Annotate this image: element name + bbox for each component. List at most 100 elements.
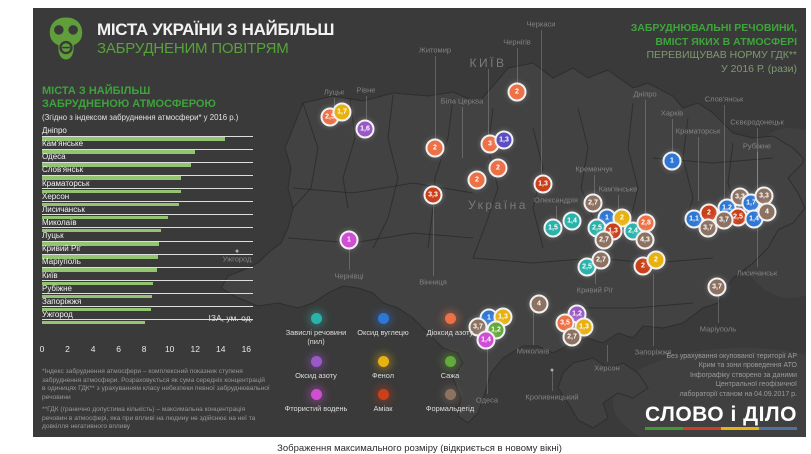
label-dot bbox=[235, 249, 239, 253]
map-overlay: Житомир Черкаси Чернігів КИЇВ Біла Церква Луц… bbox=[33, 8, 806, 437]
legend-label: Оксид вуглецю bbox=[357, 328, 409, 337]
label-leader-line bbox=[618, 195, 619, 211]
axis-tick: 12 bbox=[190, 344, 200, 354]
bar bbox=[42, 150, 196, 154]
pollutant-marker: 2 bbox=[467, 170, 487, 190]
bar-row: Херсон bbox=[42, 192, 253, 207]
bar-row: Запоріжжя bbox=[42, 297, 253, 312]
logo-stripe-segment bbox=[720, 427, 759, 430]
pollutant-marker: 2,7 bbox=[591, 250, 611, 270]
city-label: Харків bbox=[660, 108, 684, 118]
city-label: Вінниця bbox=[419, 277, 447, 287]
label-leader-line bbox=[556, 206, 557, 220]
city-label: Україна bbox=[468, 198, 528, 212]
bar-underline bbox=[42, 319, 253, 321]
right-header: ЗАБРУДНЮВАЛЬНІ РЕЧОВИНИ, ВМІСТ ЯКИХ В АТ… bbox=[631, 22, 797, 77]
pollutant-marker: 1,7 bbox=[332, 102, 352, 122]
legend-dot-dust bbox=[310, 313, 322, 324]
bar bbox=[42, 137, 225, 141]
label-leader-line bbox=[533, 310, 534, 345]
bar bbox=[42, 189, 182, 194]
chart-subtitle: (Згідно з індексом забруднення атмосфери… bbox=[42, 113, 239, 122]
main-title-line2: ЗАБРУДНЕНИМ ПОВІТРЯМ bbox=[97, 39, 289, 57]
bar-underline bbox=[42, 174, 253, 176]
pollutant-marker: 4 bbox=[529, 294, 549, 314]
city-label: Житомир bbox=[418, 45, 452, 55]
legend-label: Формальдегід bbox=[425, 403, 475, 413]
bar-city-label: Рубіжне bbox=[42, 283, 73, 293]
pollutant-marker: 2 bbox=[488, 158, 508, 178]
bar-underline bbox=[42, 253, 253, 255]
pollutant-marker: 3,7 bbox=[714, 210, 734, 230]
bar-underline bbox=[42, 227, 253, 229]
city-label: Миколаїв bbox=[516, 346, 550, 356]
slovoidilo-logo: СЛОВО і ДІЛО bbox=[644, 403, 797, 430]
bar-city-label: Слов'янськ bbox=[42, 165, 84, 175]
label-leader-line bbox=[552, 370, 553, 391]
pollutant-marker: 2 bbox=[425, 138, 445, 158]
bar-row: Слов'янськ bbox=[42, 165, 253, 180]
label-leader-line bbox=[672, 119, 673, 154]
bar-row: Одеса bbox=[42, 152, 253, 167]
label-leader-line bbox=[757, 152, 758, 189]
right-header-line1: ЗАБРУДНЮВАЛЬНІ РЕЧОВИНИ, bbox=[630, 22, 797, 34]
logo-text: СЛОВО і ДІЛО bbox=[644, 403, 797, 426]
ukraine-outline bbox=[220, 62, 806, 424]
city-label: Ужгород bbox=[222, 254, 252, 264]
axis-tick: 2 bbox=[65, 344, 70, 354]
label-dot bbox=[550, 368, 554, 372]
bar bbox=[42, 202, 179, 207]
city-label: Луцьк bbox=[323, 87, 345, 97]
axis-tick: 4 bbox=[90, 344, 96, 354]
label-leader-line bbox=[718, 295, 719, 323]
legend-item: Формальдегід bbox=[416, 387, 484, 413]
city-label: Сєвєродонецьк bbox=[730, 117, 784, 127]
ukraine-map bbox=[220, 62, 806, 437]
label-leader-line bbox=[541, 30, 542, 176]
bar-city-label: Маріуполь bbox=[42, 257, 81, 267]
bar-row: Кривий Ріг bbox=[42, 244, 253, 259]
header: МІСТА УКРАЇНИ З НАЙБІЛЬШ ЗАБРУДНЕНИМ ПОВ… bbox=[45, 15, 334, 62]
crimea-shape bbox=[557, 357, 649, 429]
bar bbox=[42, 176, 182, 180]
legend-dot-co bbox=[377, 313, 389, 324]
pollutant-marker: 1,4 bbox=[476, 330, 496, 350]
infographic-canvas[interactable]: Житомир Черкаси Чернігів КИЇВ Біла Церква Луц… bbox=[33, 8, 806, 437]
bar-city-label: Краматорськ bbox=[42, 178, 90, 188]
bar bbox=[42, 281, 154, 286]
legend-dot-no2 bbox=[444, 313, 456, 324]
bar bbox=[42, 268, 157, 272]
label-leader-line bbox=[698, 137, 699, 201]
legend-dot-soot bbox=[444, 355, 456, 367]
bar bbox=[42, 215, 169, 220]
city-label: Слов'янськ bbox=[704, 94, 744, 104]
city-label: Херсон bbox=[594, 363, 620, 373]
bar-city-label: Луцьк bbox=[42, 231, 64, 241]
label-leader-line bbox=[435, 56, 436, 143]
right-header-line3: ПЕРЕВИЩУВАВ НОРМУ ГДК** bbox=[646, 49, 797, 62]
bar-city-label: Одеса bbox=[42, 152, 66, 162]
chart-axis: 0 2 4 6 8 10 12 14 16 bbox=[33, 344, 273, 356]
image-caption[interactable]: Зображення максимального розміру (відкри… bbox=[277, 443, 562, 454]
label-leader-line bbox=[645, 100, 646, 215]
city-label: КИЇВ bbox=[469, 56, 507, 70]
axis-tick: 10 bbox=[164, 344, 175, 354]
bar-underline bbox=[42, 188, 253, 190]
bar-underline bbox=[42, 214, 253, 216]
city-label: Чернівці bbox=[334, 271, 364, 281]
legend-dot-hf bbox=[310, 388, 322, 400]
city-label: Кропивницький bbox=[525, 392, 579, 402]
pollutant-marker: 1 bbox=[339, 230, 359, 250]
label-leader-line bbox=[334, 98, 335, 109]
bar bbox=[42, 163, 192, 167]
credits: Без урахування окупованої території АР К… bbox=[666, 353, 797, 398]
city-label: Рівне bbox=[356, 85, 376, 95]
logo-stripe-segment bbox=[758, 427, 797, 430]
pollutant-marker: 1,5 bbox=[543, 218, 563, 238]
pollutant-marker: 1,3 bbox=[533, 174, 553, 194]
pollutant-marker: 1,6 bbox=[355, 119, 375, 139]
axis-tick: 6 bbox=[116, 344, 121, 354]
label-leader-line bbox=[595, 272, 596, 284]
legend-label: Діоксид азоту bbox=[426, 328, 474, 337]
pollutant-legend: Завислі речовини (пил) Оксид вуглецю Діокс… bbox=[282, 311, 484, 413]
